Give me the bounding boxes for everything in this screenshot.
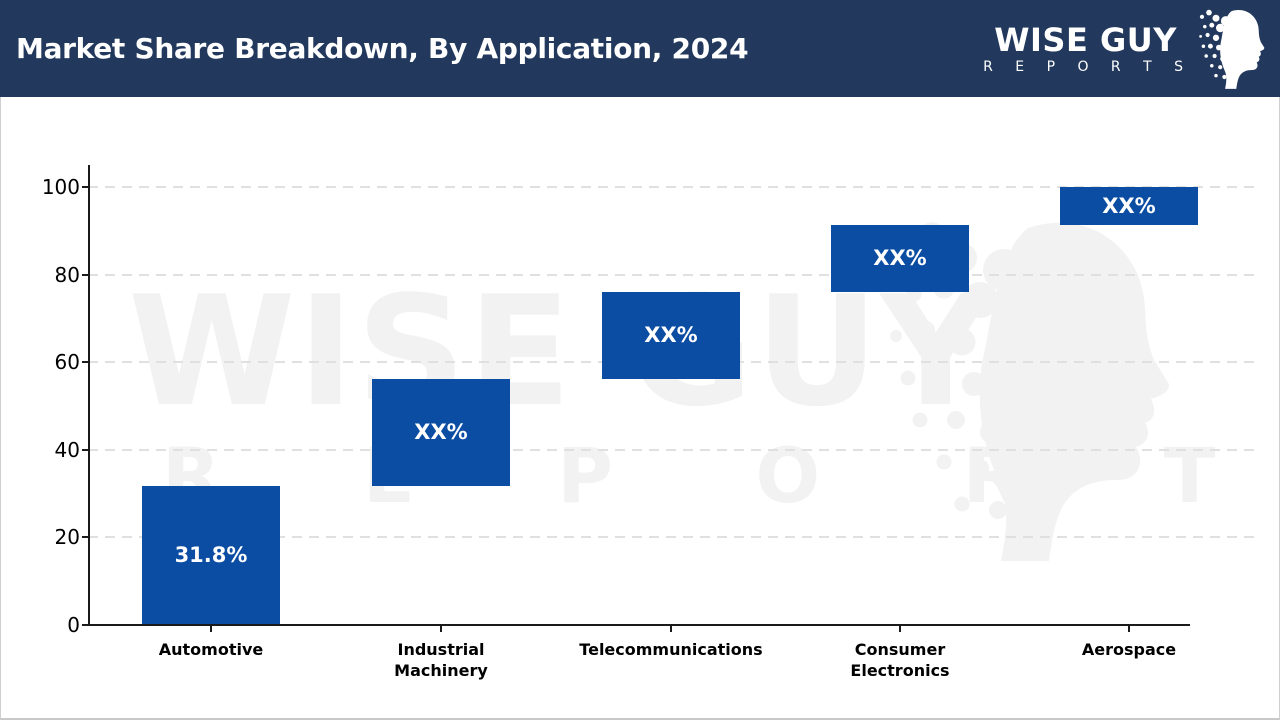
gridline-20 bbox=[88, 536, 1257, 539]
y-tick-60 bbox=[82, 361, 88, 364]
gridline-80 bbox=[88, 273, 1257, 276]
y-tick-label-20: 20 bbox=[54, 525, 80, 550]
x-tick-telecommunications bbox=[670, 626, 672, 632]
category-label-line: Consumer bbox=[854, 640, 946, 659]
bar-consumer-electronics: XX% bbox=[831, 225, 969, 292]
bar-telecommunications: XX% bbox=[602, 291, 740, 380]
category-label-line: Electronics bbox=[850, 661, 950, 680]
category-label-line: Machinery bbox=[394, 661, 488, 680]
x-tick-industrial-machinery bbox=[440, 626, 442, 632]
bar-aerospace: XX% bbox=[1060, 187, 1198, 226]
x-axis-line bbox=[83, 624, 1190, 626]
y-tick-100 bbox=[82, 186, 88, 188]
bar-label-aerospace: XX% bbox=[1102, 194, 1156, 219]
category-label-industrial-machinery: Industrial Machinery bbox=[341, 639, 541, 681]
y-tick-label-60: 60 bbox=[54, 350, 80, 375]
category-label-telecommunications: Telecommunications bbox=[571, 639, 771, 660]
category-label-line: Industrial bbox=[397, 640, 485, 659]
logo-text: WISE GUY R E P O R T S bbox=[979, 23, 1192, 75]
bar-label-automotive: 31.8% bbox=[174, 543, 248, 568]
y-tick-80 bbox=[82, 273, 88, 276]
gridline-100 bbox=[88, 186, 1257, 188]
category-label-line: Aerospace bbox=[1081, 640, 1177, 659]
category-label-consumer-electronics: Consumer Electronics bbox=[800, 639, 1000, 681]
bar-label-consumer-electronics: XX% bbox=[873, 246, 927, 271]
y-tick-label-80: 80 bbox=[54, 262, 80, 287]
bar-label-industrial-machinery: XX% bbox=[414, 420, 468, 445]
logo-subtitle: R E P O R T S bbox=[983, 59, 1192, 75]
y-tick-20 bbox=[82, 536, 88, 539]
y-tick-label-0: 0 bbox=[67, 613, 80, 637]
x-tick-aerospace bbox=[1128, 626, 1130, 632]
bar-automotive: 31.8% bbox=[142, 485, 280, 625]
wiseguy-face-icon bbox=[1194, 7, 1266, 91]
category-label-aerospace: Aerospace bbox=[1029, 639, 1229, 660]
logo-wordmark: WISE GUY bbox=[994, 21, 1177, 59]
y-tick-label-100: 100 bbox=[41, 175, 80, 199]
y-tick-40 bbox=[82, 448, 88, 451]
category-label-line: Telecommunications bbox=[579, 640, 763, 659]
bar-label-telecommunications: XX% bbox=[644, 323, 698, 348]
page-title: Market Share Breakdown, By Application, … bbox=[16, 32, 749, 65]
header: Market Share Breakdown, By Application, … bbox=[0, 0, 1280, 97]
y-tick-label-40: 40 bbox=[54, 437, 80, 462]
category-label-automotive: Automotive bbox=[111, 639, 311, 660]
x-tick-automotive bbox=[210, 626, 212, 632]
bar-industrial-machinery: XX% bbox=[372, 379, 510, 486]
category-label-line: Automotive bbox=[158, 640, 264, 659]
wiseguy-logo: WISE GUY R E P O R T S bbox=[979, 6, 1266, 92]
gridline-40 bbox=[88, 448, 1257, 451]
x-tick-consumer-electronics bbox=[899, 626, 901, 632]
y-axis-line bbox=[88, 165, 90, 626]
